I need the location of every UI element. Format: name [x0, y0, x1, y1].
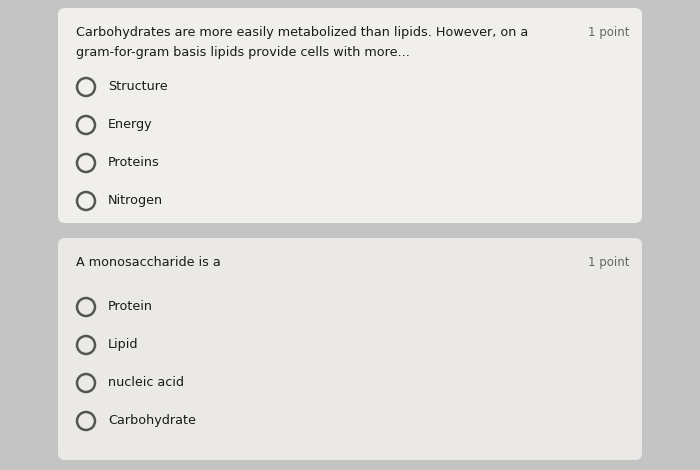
Text: Structure: Structure [108, 80, 167, 93]
Text: Protein: Protein [108, 300, 153, 313]
Text: Carbohydrate: Carbohydrate [108, 414, 196, 427]
Text: Energy: Energy [108, 118, 153, 131]
Text: Proteins: Proteins [108, 156, 160, 169]
Text: Nitrogen: Nitrogen [108, 194, 163, 207]
Text: Lipid: Lipid [108, 338, 139, 351]
Text: 1 point: 1 point [589, 26, 630, 39]
FancyBboxPatch shape [58, 238, 642, 460]
Text: nucleic acid: nucleic acid [108, 376, 184, 389]
Text: 1 point: 1 point [589, 256, 630, 269]
Text: gram-for-gram basis lipids provide cells with more...: gram-for-gram basis lipids provide cells… [76, 46, 410, 59]
FancyBboxPatch shape [58, 8, 642, 223]
Text: A monosaccharide is a: A monosaccharide is a [76, 256, 220, 269]
Text: Carbohydrates are more easily metabolized than lipids. However, on a: Carbohydrates are more easily metabolize… [76, 26, 528, 39]
